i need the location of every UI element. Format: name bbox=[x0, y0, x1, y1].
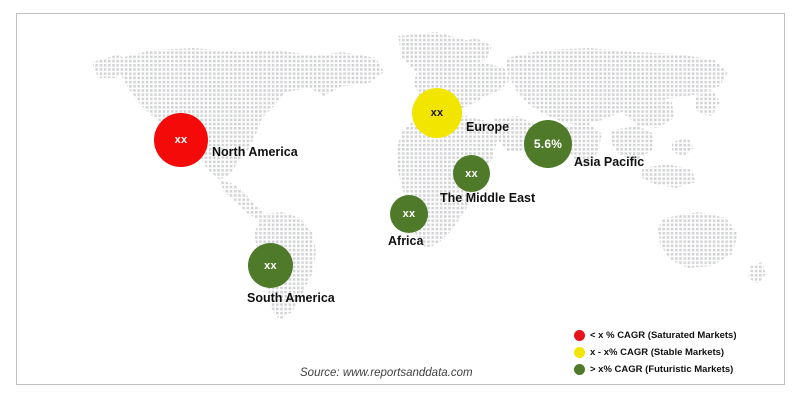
region-label-the-middle-east: The Middle East bbox=[440, 191, 536, 205]
region-label-europe: Europe bbox=[466, 120, 510, 134]
region-bubble-the-middle-east[interactable]: xx bbox=[453, 155, 490, 192]
region-label-asia-pacific: Asia Pacific bbox=[574, 155, 645, 169]
source-note: Source: www.reportsanddata.com bbox=[300, 367, 473, 379]
legend-dot-icon bbox=[574, 329, 585, 341]
region-bubble-europe[interactable]: xx bbox=[412, 88, 462, 138]
legend-item-label: x - x% CAGR (Stable Markets) bbox=[590, 346, 725, 358]
region-bubble-asia-pacific[interactable]: 5.6% bbox=[524, 120, 572, 168]
region-label-north-america: North America bbox=[212, 145, 298, 159]
legend-item-label: < x % CAGR (Saturated Markets) bbox=[590, 329, 737, 341]
region-bubble-south-america[interactable]: xx bbox=[248, 243, 293, 288]
legend-item[interactable]: < x % CAGR (Saturated Markets) bbox=[574, 327, 774, 343]
legend-item[interactable]: x - x% CAGR (Stable Markets) bbox=[574, 344, 774, 360]
legend-item[interactable]: > x% CAGR (Futuristic Markets) bbox=[574, 361, 774, 377]
figure-border bbox=[16, 13, 785, 385]
legend-dot-icon bbox=[574, 346, 585, 358]
region-label-africa: Africa bbox=[388, 234, 424, 248]
world-map bbox=[24, 22, 776, 322]
legend-dot-icon bbox=[574, 363, 585, 375]
legend-item-label: > x% CAGR (Futuristic Markets) bbox=[590, 363, 734, 375]
region-bubble-north-america[interactable]: xx bbox=[154, 113, 208, 167]
region-label-south-america: South America bbox=[247, 291, 335, 305]
region-bubble-africa[interactable]: xx bbox=[390, 195, 428, 233]
legend: < x % CAGR (Saturated Markets) x - x% CAG… bbox=[574, 327, 774, 378]
